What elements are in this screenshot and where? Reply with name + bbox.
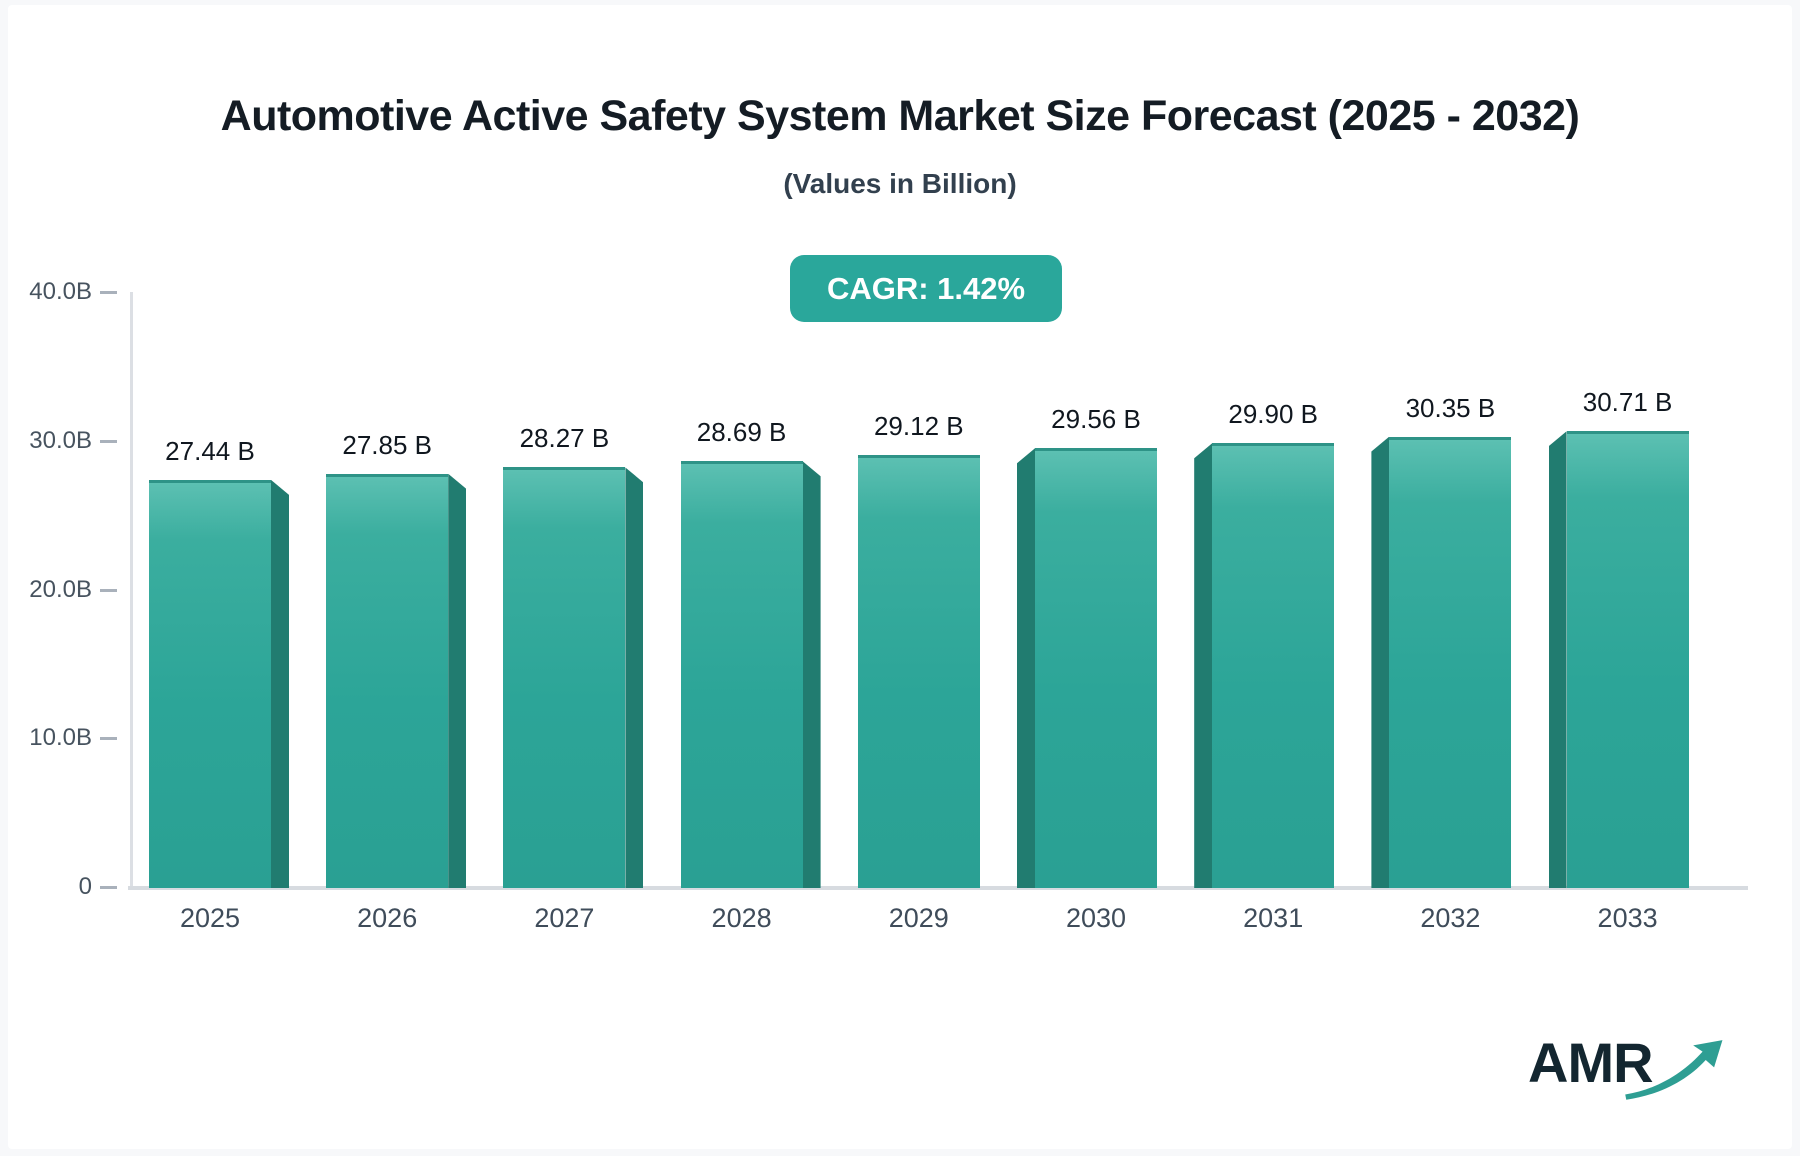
bar-side-2027 [625,467,644,888]
x-axis-label-2031: 2031 [1243,903,1304,933]
chart-subtitle: (Values in Billion) [783,168,1017,199]
cagr-badge: CAGR: 1.42% [790,255,1062,322]
x-axis-label-2025: 2025 [179,903,241,933]
bar-side-2032 [1371,436,1390,888]
bar-value-label-2032: 30.35 B [1405,392,1496,423]
y-tick-label: 10.0B [29,724,92,752]
bar-value-label-2026: 27.85 B [342,429,432,460]
bar-side-2030 [1017,448,1035,888]
x-axis-label-2033: 2033 [1597,903,1658,933]
bar-2026[interactable] [326,473,449,888]
bar-value-label-2030: 29.56 B [1051,404,1141,435]
bar-2033[interactable] [1566,431,1689,888]
y-tick-mark [100,737,117,741]
bar-2031[interactable] [1212,443,1335,888]
y-tick-mark [100,886,117,889]
x-axis-label-2026: 2026 [357,903,418,933]
y-tick-label: 20.0B [29,575,92,603]
chart-title: Automotive Active Safety System Market S… [220,92,1580,140]
y-tick-mark [100,439,117,443]
bar-value-label-2033: 30.71 B [1582,387,1673,418]
y-tick-mark [100,291,117,294]
y-tick-mark [100,588,117,592]
bar-2032[interactable] [1389,436,1512,888]
amr-logo-text: AMR [1528,1031,1654,1094]
x-axis-label-2029: 2029 [888,903,949,933]
y-axis-line [130,292,133,889]
bar-side-2031 [1194,443,1213,888]
bar-value-label-2027: 28.27 B [519,423,610,454]
bar-value-label-2028: 28.69 B [696,417,787,448]
bar-value-label-2025: 27.44 B [165,435,255,466]
bar-2029[interactable] [857,454,980,888]
x-axis-label-2027: 2027 [534,903,595,933]
bar-2027[interactable] [503,467,626,888]
y-tick-label: 40.0B [29,278,92,305]
growth-arrow-icon [1625,1040,1723,1100]
bar-value-label-2029: 29.12 B [873,410,964,441]
amr-logo: AMR [1528,1030,1728,1120]
bar-2030[interactable] [1035,448,1157,888]
bar-2028[interactable] [680,461,803,888]
y-tick-label: 30.0B [29,426,92,454]
x-axis-label-2028: 2028 [711,903,772,933]
bar-value-label-2031: 29.90 B [1228,399,1318,430]
x-axis-baseline [128,886,1748,890]
bar-side-2025 [271,479,289,888]
x-axis-label-2032: 2032 [1420,903,1481,933]
bar-side-2026 [448,473,467,888]
x-axis-label-2030: 2030 [1065,903,1127,933]
bar-side-2033 [1548,431,1567,888]
bar-2025[interactable] [149,479,271,888]
bar-side-2028 [802,461,821,888]
y-tick-label: 0 [78,873,92,900]
